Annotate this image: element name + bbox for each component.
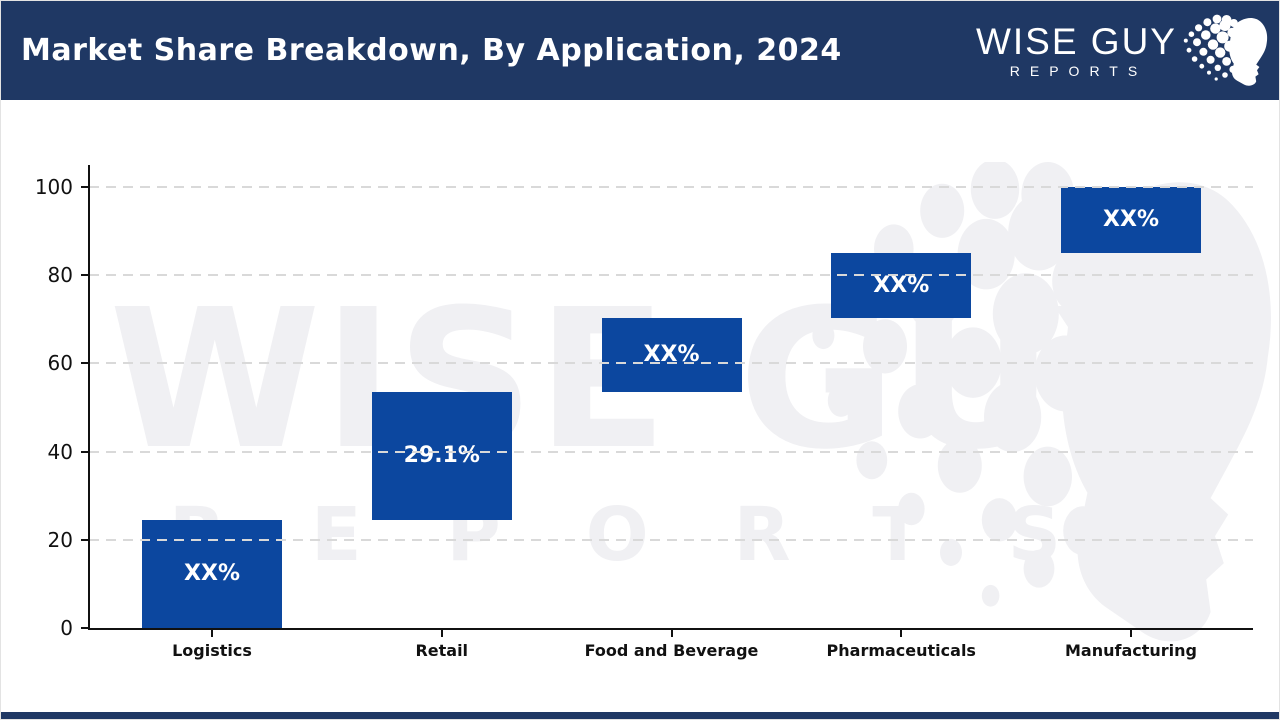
- bar-value-label: XX%: [184, 561, 240, 587]
- page-title: Market Share Breakdown, By Application, …: [21, 33, 842, 68]
- chart-canvas: WISE GUY REPORTS XX%29.1%XX%XX%XX% 02040…: [1, 100, 1279, 712]
- logo-subtitle: REPORTS: [1009, 62, 1148, 79]
- y-tick-label: 40: [47, 439, 73, 464]
- grid-line: [89, 450, 1253, 453]
- y-tick-mark: [81, 538, 89, 541]
- y-tick-mark: [81, 627, 89, 629]
- wise-guy-face-icon: [1183, 14, 1268, 86]
- bar-value-label: 29.1%: [403, 443, 480, 469]
- grid-line: [89, 274, 1253, 277]
- y-axis-line: [88, 165, 90, 630]
- y-tick-label: 80: [47, 263, 73, 288]
- x-category-label: Logistics: [172, 641, 252, 660]
- watermark-face-graphic: [812, 162, 1271, 642]
- waterfall-bar: XX%: [142, 519, 282, 628]
- x-tick-mark: [440, 630, 443, 637]
- logo-wordmark: WISE GUY: [975, 20, 1177, 62]
- header-bar: Market Share Breakdown, By Application, …: [1, 1, 1279, 100]
- x-category-label: Manufacturing: [1065, 641, 1197, 660]
- grid-line: [89, 362, 1253, 365]
- bar-value-label: XX%: [1103, 207, 1159, 233]
- x-axis-line: [88, 628, 1253, 630]
- logo-text: WISE GUY REPORTS: [976, 23, 1177, 79]
- x-category-label: Food and Beverage: [584, 641, 759, 660]
- bar-value-label: XX%: [873, 272, 930, 298]
- y-tick-label: 60: [47, 351, 73, 376]
- grid-line: [89, 538, 1253, 541]
- waterfall-bar: XX%: [831, 252, 972, 318]
- x-category-label: Retail: [415, 641, 469, 660]
- x-tick-mark: [211, 630, 213, 637]
- grid-line: [89, 186, 1253, 188]
- y-tick-mark: [81, 274, 89, 277]
- y-tick-mark: [81, 186, 89, 188]
- waterfall-bar: XX%: [1061, 187, 1201, 253]
- y-tick-mark: [81, 362, 89, 365]
- x-tick-mark: [900, 630, 903, 637]
- waterfall-bar: 29.1%: [371, 391, 512, 520]
- x-category-label: Pharmaceuticals: [826, 641, 976, 660]
- x-tick-mark: [1130, 630, 1132, 637]
- y-tick-label: 100: [34, 175, 73, 199]
- x-tick-mark: [670, 630, 673, 637]
- wise-guy-logo: WISE GUY REPORTS: [976, 12, 1269, 90]
- footer-bar: [1, 712, 1279, 719]
- y-tick-label: 20: [47, 527, 73, 552]
- y-tick-mark: [81, 450, 89, 453]
- waterfall-bar: XX%: [601, 317, 742, 392]
- y-tick-label: 0: [60, 616, 73, 640]
